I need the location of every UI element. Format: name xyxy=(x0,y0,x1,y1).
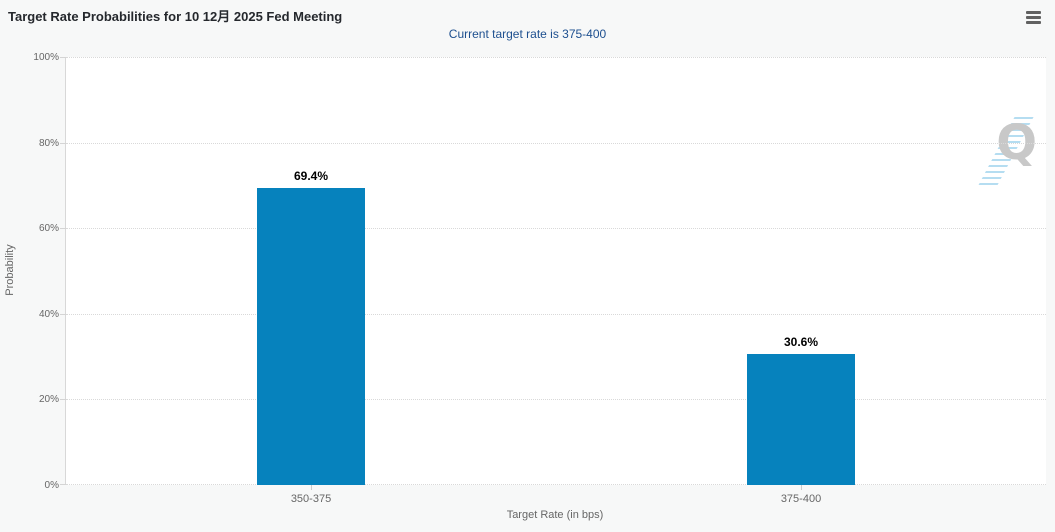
y-axis-tick xyxy=(60,228,66,229)
y-tick-label: 80% xyxy=(38,138,59,149)
y-gridline xyxy=(66,57,1046,58)
watermark-logo: Q xyxy=(971,117,1039,189)
hamburger-menu-icon[interactable] xyxy=(1024,8,1044,26)
watermark-stripes-icon xyxy=(976,117,1034,189)
y-axis-tick xyxy=(60,484,66,485)
y-gridline xyxy=(66,314,1046,315)
y-axis-title: Probability xyxy=(4,244,16,296)
x-axis-tick xyxy=(801,485,802,490)
y-gridline xyxy=(66,143,1046,144)
y-tick-label: 0% xyxy=(44,480,59,491)
y-gridline xyxy=(66,484,1046,485)
probability-bar[interactable] xyxy=(747,354,855,485)
bar-value-label: 69.4% xyxy=(293,169,329,183)
bar-value-label: 30.6% xyxy=(783,335,819,349)
y-tick-label: 60% xyxy=(38,223,59,234)
y-axis-tick xyxy=(60,57,66,58)
hamburger-bar xyxy=(1026,15,1041,19)
probability-bar[interactable] xyxy=(257,188,365,485)
y-axis-tick xyxy=(60,314,66,315)
y-gridline xyxy=(66,228,1046,229)
y-tick-label: 100% xyxy=(33,52,59,63)
y-tick-label: 20% xyxy=(38,394,59,405)
y-axis-tick xyxy=(60,143,66,144)
y-tick-label: 40% xyxy=(38,309,59,320)
hamburger-bar xyxy=(1026,20,1041,24)
x-category-label: 375-400 xyxy=(780,493,822,505)
x-axis-title: Target Rate (in bps) xyxy=(506,509,604,521)
y-axis-tick xyxy=(60,399,66,400)
y-gridline xyxy=(66,399,1046,400)
plot-area: Q 0% 20% 40% 60% 80% 100% 69.4% 350-375 30.6% 375… xyxy=(33,52,1046,505)
chart-title: Target Rate Probabilities for 10 12月 202… xyxy=(8,9,343,24)
hamburger-bar xyxy=(1026,10,1041,14)
x-category-label: 350-375 xyxy=(290,493,332,505)
x-axis-tick xyxy=(311,485,312,490)
chart-subtitle: Current target rate is 375-400 xyxy=(448,27,607,41)
